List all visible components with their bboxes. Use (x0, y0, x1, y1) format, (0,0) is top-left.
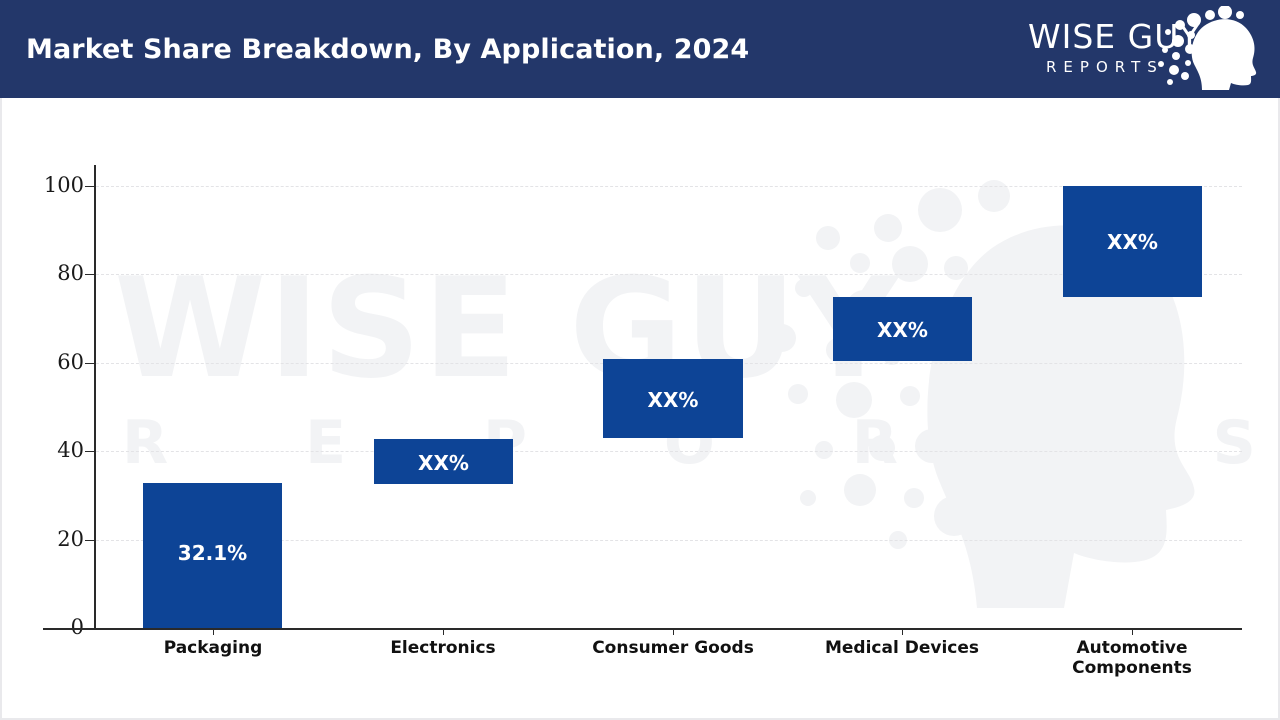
bar-packaging[interactable] (143, 483, 282, 628)
wise-guy-reports-logo: WISE GUY REPORTS (1022, 5, 1272, 92)
ytick-label-80: 80 (57, 261, 84, 285)
y-axis-spine (94, 165, 96, 629)
bar-consumer-goods[interactable] (603, 359, 743, 438)
bar-automotive-components[interactable] (1063, 186, 1202, 297)
bar-label-packaging: 32.1% (177, 541, 248, 565)
ytick-mark-80 (85, 274, 94, 275)
xtick-label-automotive-line1: Automotive (1076, 638, 1188, 658)
bar-label-automotive-components: XX% (1107, 230, 1158, 254)
xtick-label-automotive-line2: Components (1072, 658, 1192, 678)
xtick-mark-consumer-goods (673, 628, 674, 635)
ytick-label-100: 100 (43, 173, 84, 197)
ytick-label-0: 0 (70, 615, 84, 639)
xtick-label-automotive-components: Automotive Components (1042, 638, 1222, 678)
gridline-20 (96, 540, 1242, 541)
chart-header-bar: Market Share Breakdown, By Application, … (0, 0, 1280, 98)
page-title: Market Share Breakdown, By Application, … (26, 33, 750, 65)
ytick-label-60: 60 (57, 350, 84, 374)
logo-wordmark-secondary: REPORTS (1046, 58, 1164, 76)
logo-svg: WISE GUY REPORTS (1028, 5, 1257, 90)
ytick-mark-100 (85, 186, 94, 187)
xtick-mark-electronics (443, 628, 444, 635)
xtick-label-medical-devices: Medical Devices (824, 638, 979, 658)
xtick-mark-packaging (213, 628, 214, 635)
xtick-mark-medical-devices (902, 628, 903, 635)
bar-electronics[interactable] (374, 439, 513, 484)
gridline-80 (96, 274, 1242, 275)
bar-label-consumer-goods: XX% (647, 388, 699, 412)
ytick-mark-20 (85, 540, 94, 541)
plot-area: 100 80 60 40 20 0 32.1% XX% XX% XX% XX% (2, 98, 1278, 716)
bar-label-medical-devices: XX% (877, 318, 928, 342)
bar-medical-devices[interactable] (833, 297, 972, 361)
logo-wordmark-primary: WISE GUY (1028, 17, 1201, 56)
ytick-mark-40 (85, 451, 94, 452)
xtick-label-packaging: Packaging (163, 638, 263, 658)
logo-dotted-head-icon (1158, 5, 1257, 90)
bar-label-electronics: XX% (418, 451, 469, 475)
xtick-label-consumer-goods: Consumer Goods (592, 638, 754, 658)
xtick-label-electronics: Electronics (390, 638, 496, 658)
xtick-mark-automotive-components (1132, 628, 1133, 635)
chart-canvas: WISE GUY R E P O R T S (0, 98, 1280, 720)
ytick-mark-60 (85, 363, 94, 364)
gridline-40 (96, 451, 1242, 452)
gridline-100 (96, 186, 1242, 187)
x-axis-spine (43, 628, 1242, 630)
ytick-label-40: 40 (57, 438, 84, 462)
ytick-label-20: 20 (57, 527, 84, 551)
